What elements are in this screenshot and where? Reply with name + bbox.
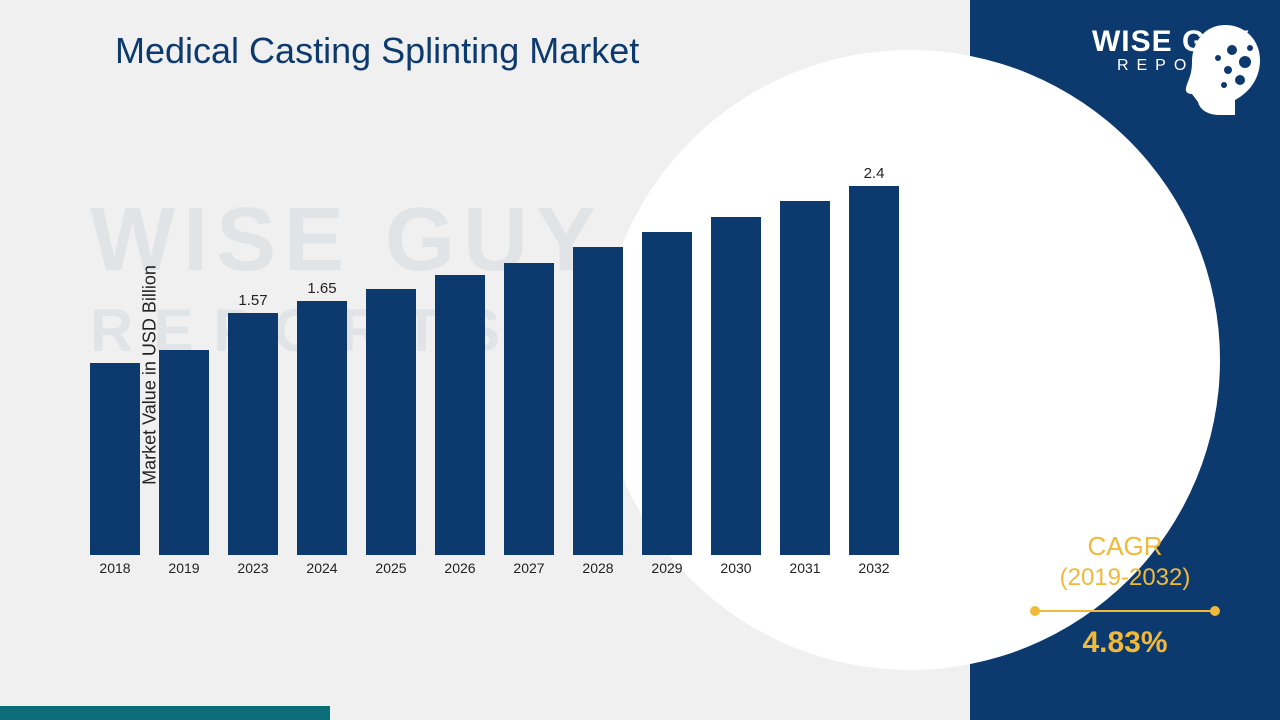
bar-value-label: 1.57 <box>238 292 267 309</box>
bar <box>711 217 761 555</box>
bar <box>573 247 623 555</box>
x-tick-label: 2019 <box>168 560 199 576</box>
bar <box>366 289 416 555</box>
x-tick-label: 2028 <box>582 560 613 576</box>
x-tick-label: 2031 <box>789 560 820 576</box>
bar <box>90 363 140 555</box>
bar: 2.4 <box>849 186 899 555</box>
head-icon <box>1180 20 1270 120</box>
bar-chart: Market Value in USD Billion 201820191.57… <box>50 155 920 595</box>
bottom-accent-bar <box>0 706 330 720</box>
bar-value-label: 1.65 <box>307 280 336 297</box>
cagr-callout: CAGR (2019-2032) 4.83% <box>1000 531 1250 660</box>
brand-logo: WISE GUY REPORTS <box>1092 25 1250 75</box>
bar <box>642 232 692 555</box>
bar <box>435 275 485 555</box>
bar: 1.65 <box>297 301 347 555</box>
bar <box>504 263 554 555</box>
x-tick-label: 2023 <box>237 560 268 576</box>
chart-title: Medical Casting Splinting Market <box>115 30 639 72</box>
x-tick-label: 2029 <box>651 560 682 576</box>
cagr-label: CAGR <box>1000 531 1250 562</box>
cagr-divider <box>1035 610 1215 612</box>
x-tick-label: 2025 <box>375 560 406 576</box>
x-tick-label: 2024 <box>306 560 337 576</box>
x-tick-label: 2032 <box>858 560 889 576</box>
plot-area: 201820191.5720231.6520242025202620272028… <box>90 155 920 555</box>
cagr-years: (2019-2032) <box>1000 564 1250 592</box>
bar <box>159 350 209 555</box>
x-tick-label: 2027 <box>513 560 544 576</box>
bar <box>780 201 830 555</box>
bar: 1.57 <box>228 313 278 555</box>
x-tick-label: 2026 <box>444 560 475 576</box>
x-tick-label: 2018 <box>99 560 130 576</box>
cagr-value: 4.83% <box>1000 626 1250 660</box>
x-tick-label: 2030 <box>720 560 751 576</box>
bar-value-label: 2.4 <box>864 165 885 182</box>
